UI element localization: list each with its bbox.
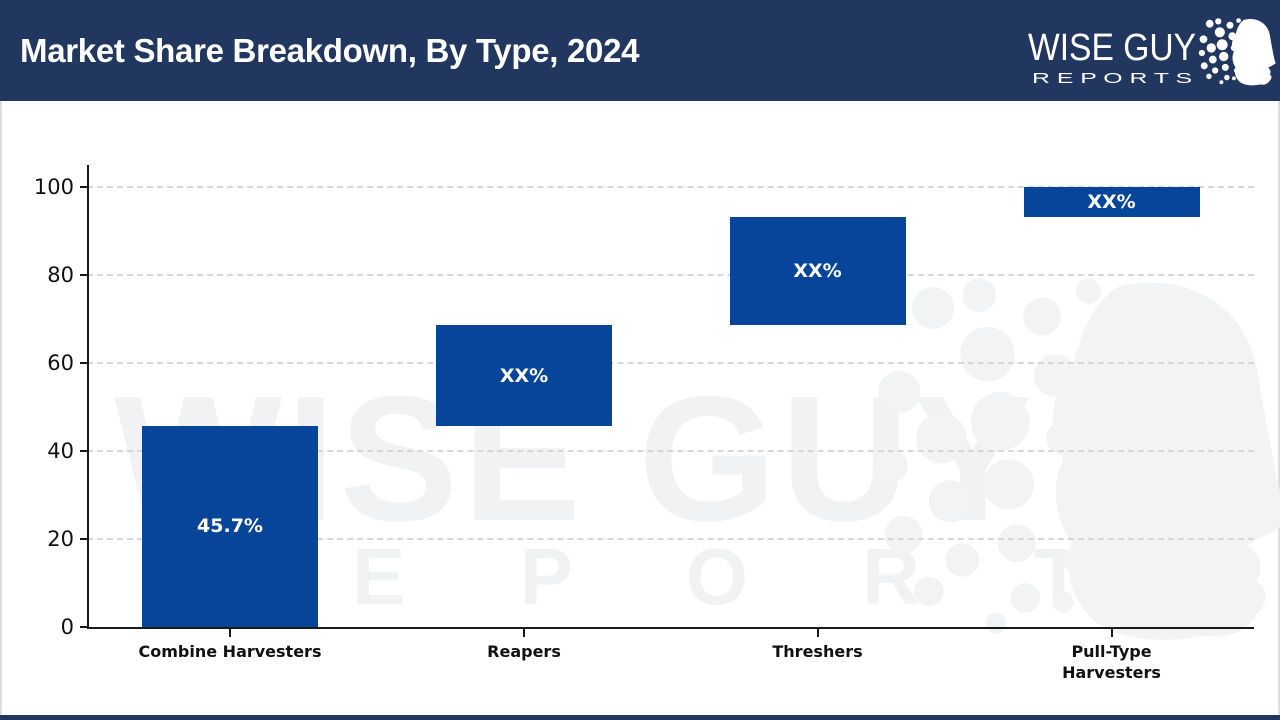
gridline-60 xyxy=(87,362,1254,364)
x-tick-combine-harvesters xyxy=(229,629,231,637)
gridline-80 xyxy=(87,274,1254,276)
y-tick-60 xyxy=(80,362,87,364)
bar-value-label-reapers: XX% xyxy=(499,364,549,387)
chart-title: Market Share Breakdown, By Type, 2024 xyxy=(20,31,640,69)
x-tick-label-pull-type-harvesters: Pull-Type Harvesters xyxy=(1062,642,1161,682)
y-tick-label-40: 40 xyxy=(47,439,74,463)
y-axis-line xyxy=(87,165,89,629)
bar-reapers: XX% xyxy=(436,325,612,426)
gridline-100 xyxy=(87,186,1254,188)
x-tick-pull-type-harvesters xyxy=(1110,629,1113,637)
x-tick-label-threshers: Threshers xyxy=(772,642,863,661)
gridline-40 xyxy=(87,450,1254,452)
y-tick-label-60: 60 xyxy=(47,351,74,375)
y-tick-40 xyxy=(80,450,87,452)
bar-value-label-pull-type-harvesters: XX% xyxy=(1087,191,1136,214)
bar-combine-harvesters: 45.7% xyxy=(142,425,318,627)
y-tick-80 xyxy=(80,274,87,276)
x-tick-threshers xyxy=(816,629,819,637)
footer-strip xyxy=(0,715,1280,720)
y-tick-label-20: 20 xyxy=(47,527,74,551)
x-tick-label-combine-harvesters: Combine Harvesters xyxy=(138,642,322,661)
y-tick-20 xyxy=(80,538,87,540)
bar-pull-type-harvesters: XX% xyxy=(1023,187,1200,218)
y-tick-0 xyxy=(80,626,87,628)
bar-value-label-combine-harvesters: 45.7% xyxy=(197,515,263,538)
bar-threshers: XX% xyxy=(729,217,906,326)
y-tick-label-0: 0 xyxy=(60,615,74,639)
y-tick-label-100: 100 xyxy=(33,175,74,199)
logo-subtext: R E P O R T S xyxy=(1032,70,1192,87)
wise-guy-logo: WISE GUY R E P O R T S xyxy=(1028,18,1276,87)
y-tick-100 xyxy=(80,186,87,188)
logo-wordmark: WISE GUY xyxy=(1028,27,1196,69)
gridline-20 xyxy=(87,538,1254,540)
y-tick-label-80: 80 xyxy=(47,263,74,287)
bar-value-label-threshers: XX% xyxy=(793,260,842,283)
x-axis-line xyxy=(87,627,1254,629)
x-tick-label-reapers: Reapers xyxy=(487,642,561,661)
x-tick-reapers xyxy=(523,629,525,637)
header-banner: Market Share Breakdown, By Type, 2024 WI… xyxy=(0,0,1280,101)
